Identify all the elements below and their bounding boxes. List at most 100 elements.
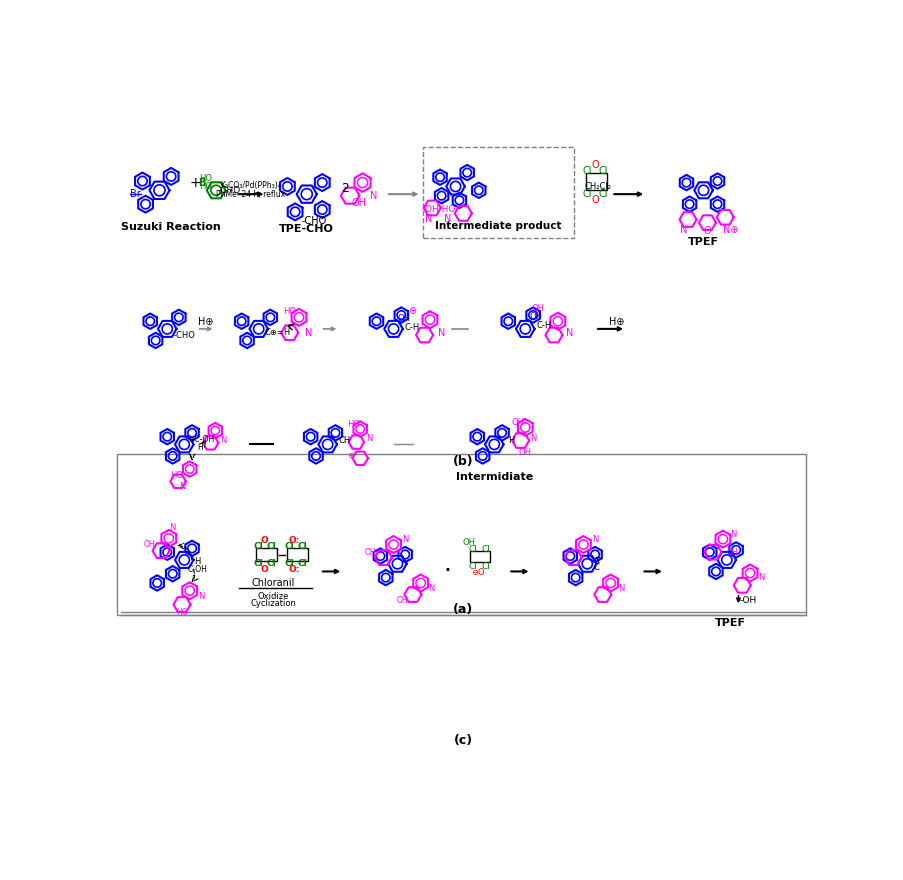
Text: N: N xyxy=(529,434,535,443)
Text: -CHO: -CHO xyxy=(218,186,240,194)
Text: TPEF: TPEF xyxy=(714,618,745,628)
Bar xyxy=(116,454,805,615)
Text: OH: OH xyxy=(529,312,542,321)
Text: K₂CO₃/Pd(PPh₃)₄: K₂CO₃/Pd(PPh₃)₄ xyxy=(220,181,281,190)
Text: OH: OH xyxy=(144,540,155,549)
Text: PhMe  24 h, reflux: PhMe 24 h, reflux xyxy=(216,190,285,199)
Text: O: O xyxy=(260,536,267,545)
Text: Cl: Cl xyxy=(297,560,307,568)
Text: Intermidiate: Intermidiate xyxy=(455,472,533,481)
Text: Cl: Cl xyxy=(253,560,263,568)
Text: HO: HO xyxy=(176,608,188,617)
Text: Cl: Cl xyxy=(480,561,489,570)
Text: -OH: -OH xyxy=(739,597,756,605)
Text: N: N xyxy=(729,530,735,539)
Text: OH: OH xyxy=(351,198,367,209)
Text: N: N xyxy=(402,535,408,544)
Bar xyxy=(286,547,307,561)
Text: O: O xyxy=(591,195,598,205)
Text: Cl: Cl xyxy=(284,560,293,568)
Text: N: N xyxy=(369,191,377,201)
Text: -CHO: -CHO xyxy=(173,331,195,340)
Text: C: C xyxy=(593,563,599,572)
Text: CH: CH xyxy=(339,436,350,445)
Text: OH: OH xyxy=(461,539,475,547)
Text: Oxidize: Oxidize xyxy=(257,591,289,600)
Text: C-H: C-H xyxy=(404,323,419,332)
Text: (c): (c) xyxy=(453,734,472,747)
Text: Cl: Cl xyxy=(253,542,263,551)
Text: TPEF: TPEF xyxy=(687,237,718,247)
Text: CH₂Cl₂: CH₂Cl₂ xyxy=(584,182,611,191)
Text: ·: · xyxy=(443,560,452,583)
Text: O: O xyxy=(591,160,598,170)
Text: N⊕: N⊕ xyxy=(722,225,738,235)
Text: 2: 2 xyxy=(341,182,349,195)
Text: N: N xyxy=(437,327,445,338)
Text: OH: OH xyxy=(510,418,524,427)
Text: N: N xyxy=(198,592,204,601)
Text: Cyclization: Cyclization xyxy=(250,599,296,608)
Text: (b): (b) xyxy=(452,455,473,468)
Text: N: N xyxy=(219,436,226,445)
Text: H: H xyxy=(507,436,514,445)
Text: Cl: Cl xyxy=(582,166,591,176)
Text: N: N xyxy=(169,523,176,532)
Text: O: O xyxy=(703,226,711,236)
Text: Cl: Cl xyxy=(266,542,276,551)
Text: OH: OH xyxy=(518,448,531,457)
Bar xyxy=(423,147,573,238)
Text: H: H xyxy=(194,557,200,566)
Text: N: N xyxy=(179,482,185,491)
Text: Cl: Cl xyxy=(480,546,489,554)
Text: H⊕: H⊕ xyxy=(609,317,624,327)
Text: N: N xyxy=(366,434,372,443)
Text: Intermediate product: Intermediate product xyxy=(434,222,561,231)
Text: C-H: C-H xyxy=(535,320,551,329)
Text: OH HO: OH HO xyxy=(424,205,455,214)
Text: N: N xyxy=(428,584,434,593)
Text: Br: Br xyxy=(130,189,141,199)
Text: C⊕=H: C⊕=H xyxy=(264,328,290,337)
Text: OH: OH xyxy=(396,597,408,605)
Text: TPE-CHO: TPE-CHO xyxy=(279,224,334,234)
Text: O: O xyxy=(260,566,267,575)
Text: Cl: Cl xyxy=(598,166,607,176)
Text: HO: HO xyxy=(200,182,212,191)
Text: Cl: Cl xyxy=(266,560,276,568)
Bar xyxy=(470,551,489,562)
Text: Cl: Cl xyxy=(284,542,293,551)
Text: ⊕: ⊕ xyxy=(407,306,415,316)
Text: HO: HO xyxy=(200,174,212,183)
Text: OH: OH xyxy=(397,314,411,323)
Text: Cl: Cl xyxy=(598,189,607,199)
Text: H⊕: H⊕ xyxy=(198,317,213,327)
Text: (a): (a) xyxy=(452,604,473,617)
Text: N: N xyxy=(304,327,312,338)
Text: HO: HO xyxy=(283,307,296,317)
Text: O:: O: xyxy=(288,566,300,575)
Bar xyxy=(256,547,277,561)
Text: OH: OH xyxy=(531,304,545,313)
Text: H: H xyxy=(197,443,202,452)
Text: N: N xyxy=(757,573,763,582)
Text: HO: HO xyxy=(170,471,182,480)
Text: N: N xyxy=(591,535,598,544)
Text: ⊖O: ⊖O xyxy=(470,568,484,577)
Text: Cl: Cl xyxy=(468,561,477,570)
Text: O:: O: xyxy=(288,536,300,545)
Text: ⊕C-OH: ⊕C-OH xyxy=(188,436,214,444)
Text: Chloranil: Chloranil xyxy=(251,578,294,588)
Text: HO: HO xyxy=(347,420,360,429)
Text: OH: OH xyxy=(726,547,737,557)
Text: OH: OH xyxy=(364,547,376,557)
Text: +: + xyxy=(189,176,200,190)
Text: Cl: Cl xyxy=(297,542,307,551)
Text: N: N xyxy=(680,225,687,235)
Text: Cl: Cl xyxy=(582,189,591,199)
Text: C-OH: C-OH xyxy=(187,565,207,574)
Text: N: N xyxy=(618,584,624,593)
Text: Cl: Cl xyxy=(468,546,477,554)
Text: -CHO: -CHO xyxy=(302,216,327,226)
Text: ⊕: ⊕ xyxy=(347,451,354,460)
